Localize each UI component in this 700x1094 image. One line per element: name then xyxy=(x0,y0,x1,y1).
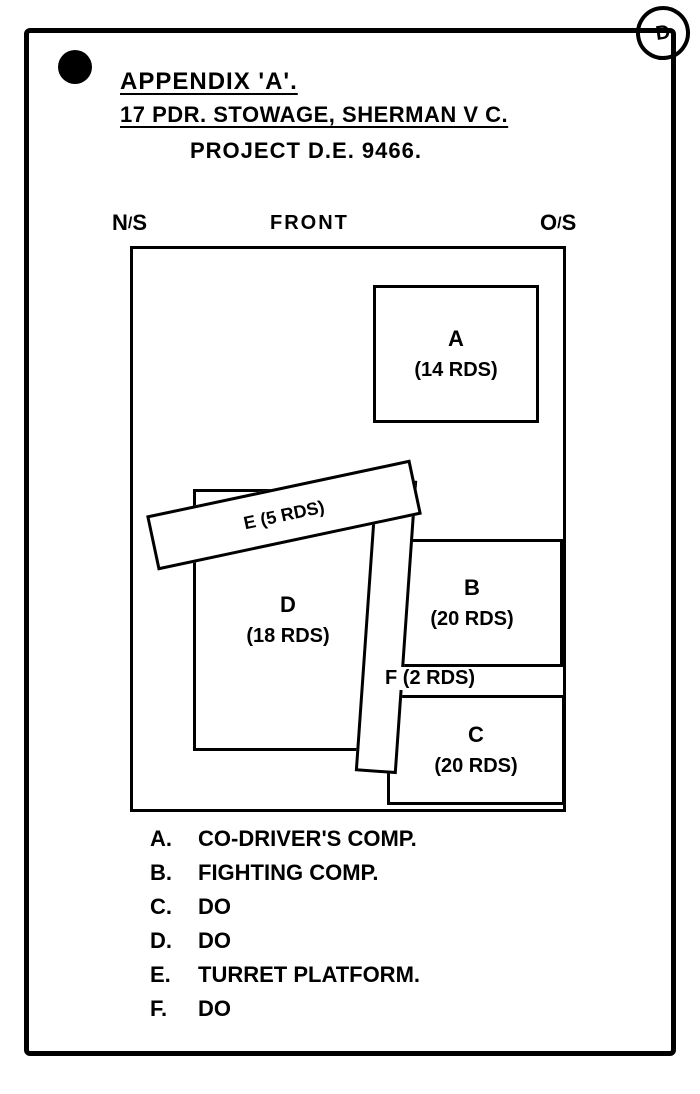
legend-value: DO xyxy=(198,996,231,1022)
axis-front: FRONT xyxy=(270,212,349,235)
legend-key: A. xyxy=(150,826,198,852)
box-f-label: F (2 RDS) xyxy=(383,667,477,690)
box-d-label: D xyxy=(280,594,296,616)
box-b-label: B xyxy=(464,577,480,599)
box-e-label: E (5 RDS) xyxy=(242,498,326,533)
box-b-rounds: (20 RDS) xyxy=(430,609,513,629)
legend-key: F. xyxy=(150,996,198,1022)
box-c-label: C xyxy=(468,724,484,746)
legend-row: C. DO xyxy=(150,894,420,920)
legend-key: E. xyxy=(150,962,198,988)
legend-value: DO xyxy=(198,894,231,920)
punch-hole-icon xyxy=(58,50,92,84)
axis-os: O/S xyxy=(540,210,576,236)
stowage-box-c: C (20 RDS) xyxy=(387,695,565,805)
page-root: D APPENDIX 'A'. 17 PDR. STOWAGE, SHERMAN… xyxy=(0,0,700,1094)
title-project: PROJECT D.E. 9466. xyxy=(190,138,600,164)
legend-row: D. DO xyxy=(150,928,420,954)
legend-key: D. xyxy=(150,928,198,954)
box-c-rounds: (20 RDS) xyxy=(434,756,517,776)
title-appendix: APPENDIX 'A'. xyxy=(120,68,600,96)
legend-value: TURRET PLATFORM. xyxy=(198,962,420,988)
header-block: APPENDIX 'A'. 17 PDR. STOWAGE, SHERMAN V… xyxy=(120,68,600,164)
box-a-rounds: (14 RDS) xyxy=(414,360,497,380)
legend-key: B. xyxy=(150,860,198,886)
legend-block: A. CO-DRIVER'S COMP. B. FIGHTING COMP. C… xyxy=(150,826,420,1030)
legend-row: E. TURRET PLATFORM. xyxy=(150,962,420,988)
hull-outline: A (14 RDS) D (18 RDS) B (20 RDS) F (2 RD… xyxy=(130,246,566,812)
legend-row: B. FIGHTING COMP. xyxy=(150,860,420,886)
axis-ns: N/S xyxy=(112,210,147,236)
title-subject: 17 PDR. STOWAGE, SHERMAN V C. xyxy=(120,102,600,128)
legend-row: A. CO-DRIVER'S COMP. xyxy=(150,826,420,852)
box-d-rounds: (18 RDS) xyxy=(246,626,329,646)
stowage-box-a: A (14 RDS) xyxy=(373,285,539,423)
legend-value: FIGHTING COMP. xyxy=(198,860,379,886)
legend-value: DO xyxy=(198,928,231,954)
legend-value: CO-DRIVER'S COMP. xyxy=(198,826,417,852)
box-a-label: A xyxy=(448,328,464,350)
legend-key: C. xyxy=(150,894,198,920)
legend-row: F. DO xyxy=(150,996,420,1022)
